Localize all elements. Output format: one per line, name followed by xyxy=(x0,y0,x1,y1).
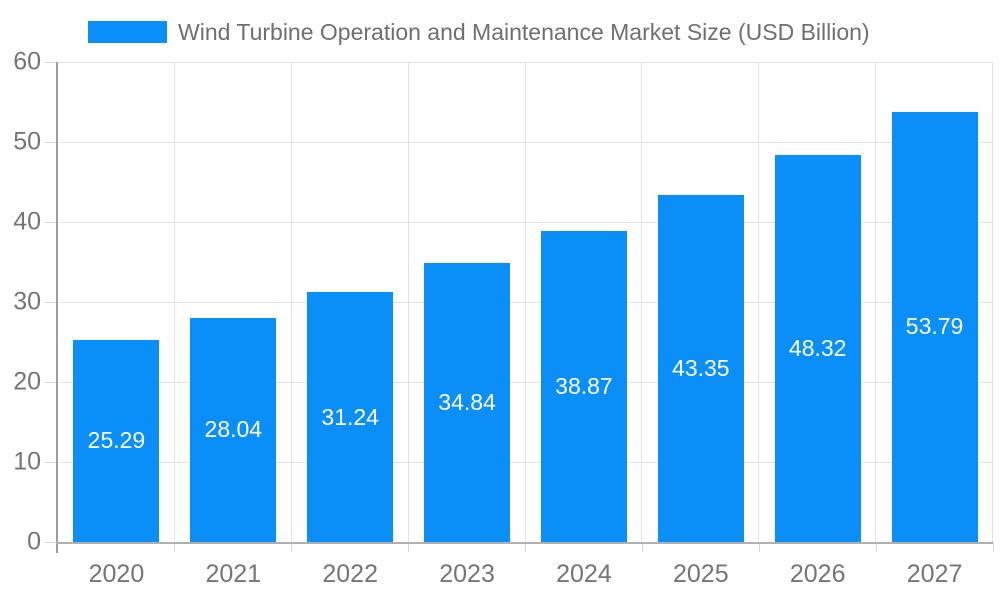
gridline-vertical xyxy=(875,62,877,542)
y-axis-tick-label: 30 xyxy=(13,287,41,316)
gridline-horizontal xyxy=(58,461,993,463)
x-axis-tick-label: 2024 xyxy=(556,560,612,588)
gridline-horizontal xyxy=(58,61,993,63)
bar-value-label: 31.24 xyxy=(321,403,379,430)
x-axis-tick xyxy=(992,542,994,552)
x-axis-tick xyxy=(758,542,760,552)
bar: 48.32 xyxy=(774,155,861,542)
y-axis-tick-label: 50 xyxy=(13,127,41,156)
gridline-vertical xyxy=(758,62,760,542)
gridline-horizontal xyxy=(58,221,993,223)
x-axis-tick xyxy=(291,542,293,552)
gridline-vertical xyxy=(992,62,993,542)
plot-area: 0 10 20 30 40 50 60 25.29 28.04 31.24 34.84 38.87 43… xyxy=(13,49,994,587)
bar-value-label: 38.87 xyxy=(555,373,613,400)
y-axis-tick xyxy=(44,541,57,543)
y-axis-tick xyxy=(44,61,57,63)
bar: 34.84 xyxy=(424,263,511,542)
x-axis-tick xyxy=(875,542,877,552)
gridline-vertical xyxy=(524,62,526,542)
x-axis-tick-label: 2026 xyxy=(789,560,846,588)
x-axis-tick xyxy=(525,542,526,552)
y-axis-tick-label: 20 xyxy=(13,367,41,396)
bar: 53.79 xyxy=(891,111,978,542)
bar-value-label: 53.79 xyxy=(905,313,964,340)
bar: 43.35 xyxy=(657,195,744,542)
gridline-vertical xyxy=(641,62,643,542)
bar: 25.29 xyxy=(73,339,160,542)
gridline-vertical xyxy=(290,62,292,542)
y-axis-tick xyxy=(44,301,57,303)
y-axis-tick xyxy=(44,221,57,223)
x-axis-tick-label: 2027 xyxy=(906,560,963,588)
gridline-vertical xyxy=(407,62,409,542)
bar: 28.04 xyxy=(190,317,277,542)
chart-title: Wind Turbine Operation and Maintenance M… xyxy=(178,18,870,45)
bar: 31.24 xyxy=(307,292,394,542)
x-axis-tick-label: 2020 xyxy=(88,560,145,588)
x-axis-tick-label: 2022 xyxy=(322,560,378,588)
legend-swatch xyxy=(88,21,167,43)
y-axis-tick xyxy=(44,141,57,143)
x-axis-line xyxy=(56,542,993,544)
x-axis-tick-label: 2025 xyxy=(673,560,729,588)
y-axis-tick-label: 40 xyxy=(13,207,41,236)
bar-value-label: 25.29 xyxy=(87,427,146,454)
bar-value-label: 43.35 xyxy=(672,355,730,382)
x-axis-tick xyxy=(174,542,176,552)
y-axis-tick-label: 10 xyxy=(13,447,41,476)
bar: 38.87 xyxy=(540,231,627,542)
x-axis-tick-label: 2023 xyxy=(439,560,495,588)
x-axis-tick xyxy=(408,542,410,552)
bar-value-label: 48.32 xyxy=(788,335,847,362)
bar-value-label: 34.84 xyxy=(438,389,496,416)
gridline-horizontal xyxy=(58,381,993,383)
y-axis-tick-label: 0 xyxy=(27,527,41,556)
gridline-horizontal xyxy=(58,301,993,303)
chart-legend: Wind Turbine Operation and Maintenance M… xyxy=(88,14,870,50)
y-axis-tick-label: 60 xyxy=(13,47,41,76)
gridline-horizontal xyxy=(58,141,993,143)
y-axis-line xyxy=(56,62,58,553)
x-axis-tick xyxy=(641,542,643,552)
y-axis-tick xyxy=(44,381,57,383)
gridline-vertical xyxy=(173,62,175,542)
bar-value-label: 28.04 xyxy=(204,416,263,443)
y-axis-tick xyxy=(44,461,57,463)
x-axis-tick-label: 2021 xyxy=(205,560,262,588)
